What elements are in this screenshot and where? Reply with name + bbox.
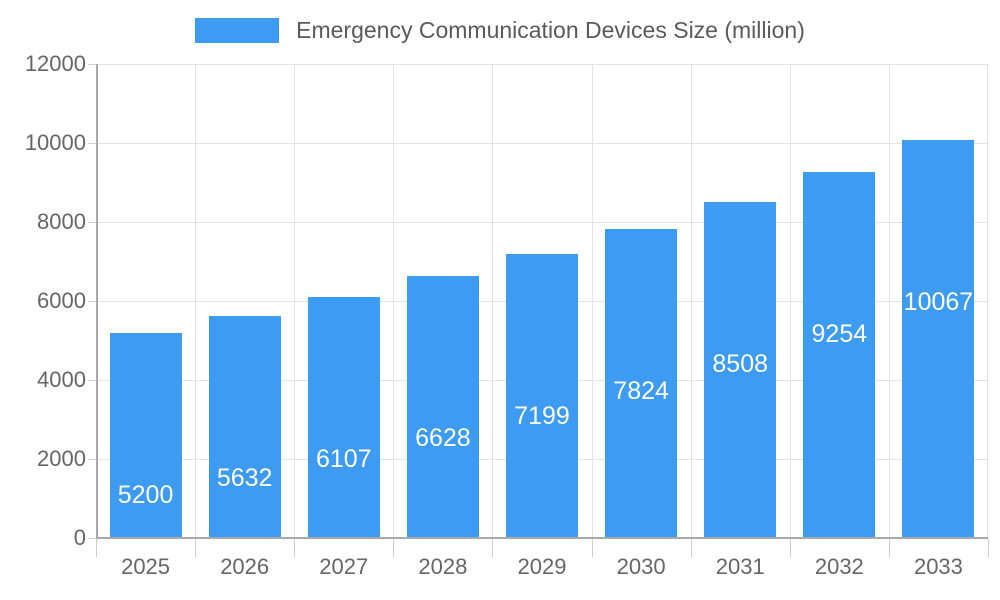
legend-label: Emergency Communication Devices Size (mi…	[296, 16, 805, 43]
x-tick-mark	[691, 539, 692, 557]
y-tick-mark	[88, 538, 96, 539]
bar-value-label: 5200	[117, 480, 174, 509]
x-gridline	[592, 64, 593, 538]
bar[interactable]	[803, 172, 876, 538]
x-gridline	[987, 64, 988, 538]
bar-value-label: 5632	[216, 463, 273, 492]
bar[interactable]	[307, 296, 380, 538]
x-gridline	[492, 64, 493, 538]
x-gridline	[195, 64, 196, 538]
x-gridline	[790, 64, 791, 538]
x-tick-mark	[988, 539, 989, 557]
bar[interactable]	[605, 228, 678, 538]
y-tick-mark	[88, 64, 96, 65]
x-tick-mark	[96, 539, 97, 557]
x-tick-mark	[393, 539, 394, 557]
x-tick-label: 2028	[418, 554, 468, 579]
y-gridline	[96, 222, 988, 223]
y-tick-label: 12000	[24, 51, 86, 76]
bar-value-label: 7199	[514, 401, 570, 430]
x-tick-label: 2026	[220, 554, 270, 579]
bar-value-label: 7824	[613, 376, 669, 405]
x-tick-mark	[294, 539, 295, 557]
y-tick-label: 4000	[37, 367, 86, 392]
y-tick-label: 8000	[37, 209, 86, 234]
bar-value-label: 10067	[903, 288, 974, 317]
bar-value-label: 6628	[415, 424, 471, 453]
y-tick-mark	[88, 143, 96, 144]
x-tick-label: 2033	[913, 554, 963, 579]
y-tick-mark	[88, 380, 96, 381]
x-tick-mark	[592, 539, 593, 557]
bar[interactable]	[109, 332, 182, 538]
x-tick-mark	[790, 539, 791, 557]
y-axis-labels: 0 2000 4000 6000 8000 10000 12000	[0, 0, 86, 600]
y-tick-label: 0	[73, 525, 86, 550]
x-tick-label: 2029	[517, 554, 567, 579]
x-tick-label: 2032	[814, 554, 864, 579]
x-tick-mark	[492, 539, 493, 557]
y-gridline	[96, 64, 988, 65]
y-tick-label: 10000	[24, 130, 86, 155]
y-tick-mark	[88, 459, 96, 460]
x-gridline	[691, 64, 692, 538]
bar-value-label: 6107	[315, 444, 372, 473]
x-gridline	[393, 64, 394, 538]
x-gridline	[294, 64, 295, 538]
bar-value-label: 8508	[712, 349, 769, 378]
y-tick-mark	[88, 301, 96, 302]
chart-legend: Emergency Communication Devices Size (mi…	[0, 12, 1000, 48]
x-tick-label: 2031	[715, 554, 765, 579]
y-tick-label: 6000	[37, 288, 86, 313]
y-tick-mark	[88, 222, 96, 223]
bar[interactable]	[208, 315, 281, 538]
x-tick-label: 2025	[121, 554, 171, 579]
bar[interactable]	[406, 276, 479, 538]
y-axis-line	[96, 64, 98, 539]
x-tick-mark	[195, 539, 196, 557]
x-tick-label: 2027	[319, 554, 369, 579]
x-gridline	[889, 64, 890, 538]
bar-value-label: 9254	[811, 320, 868, 349]
y-tick-label: 2000	[37, 446, 86, 471]
x-tick-label: 2030	[616, 554, 666, 579]
x-axis-line	[96, 537, 988, 539]
legend-color-swatch	[195, 17, 280, 43]
bar[interactable]	[902, 140, 975, 538]
plot-area: 5200 5632 6107 6628 7199 7824 8508 9254 10067	[96, 64, 988, 538]
bar[interactable]	[506, 253, 578, 538]
bar[interactable]	[704, 201, 777, 538]
y-gridline	[96, 143, 988, 144]
x-tick-mark	[889, 539, 890, 557]
